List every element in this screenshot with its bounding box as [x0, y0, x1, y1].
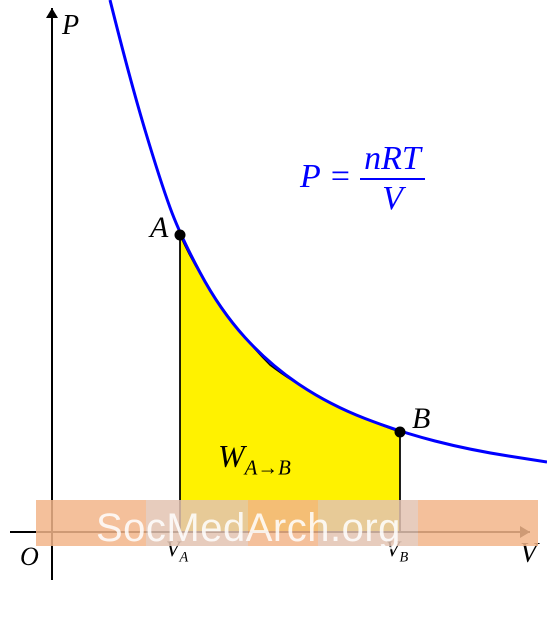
- pv-diagram: P V O P = nRT V A B WA→B VA VB SocMedArc…: [0, 0, 547, 626]
- work-label: WA→B: [218, 438, 291, 480]
- work-sub-from: A: [245, 456, 258, 479]
- formula-lhs: P: [300, 158, 320, 195]
- formula-denominator: V: [360, 180, 425, 218]
- formula-eq: =: [329, 158, 352, 195]
- point-b-marker: [395, 427, 406, 438]
- formula-numerator: nRT: [360, 140, 425, 180]
- ideal-gas-formula: P = nRT V: [300, 140, 425, 218]
- point-b-label: B: [412, 402, 430, 436]
- point-a-label: A: [150, 211, 168, 245]
- work-region: [180, 235, 400, 532]
- work-sub-to: B: [278, 456, 291, 479]
- work-arrow-icon: →: [257, 456, 278, 479]
- tick-va-sub: A: [179, 549, 188, 565]
- y-axis-arrow: [46, 8, 58, 18]
- point-a-marker: [175, 230, 186, 241]
- watermark-text: SocMedArch.org: [96, 506, 401, 551]
- isotherm-curve: [110, 0, 547, 462]
- y-axis-label: P: [62, 10, 79, 42]
- tick-vb-sub: B: [399, 549, 408, 565]
- origin-label: O: [20, 542, 39, 572]
- work-main: W: [218, 438, 245, 474]
- watermark-band: [418, 500, 538, 546]
